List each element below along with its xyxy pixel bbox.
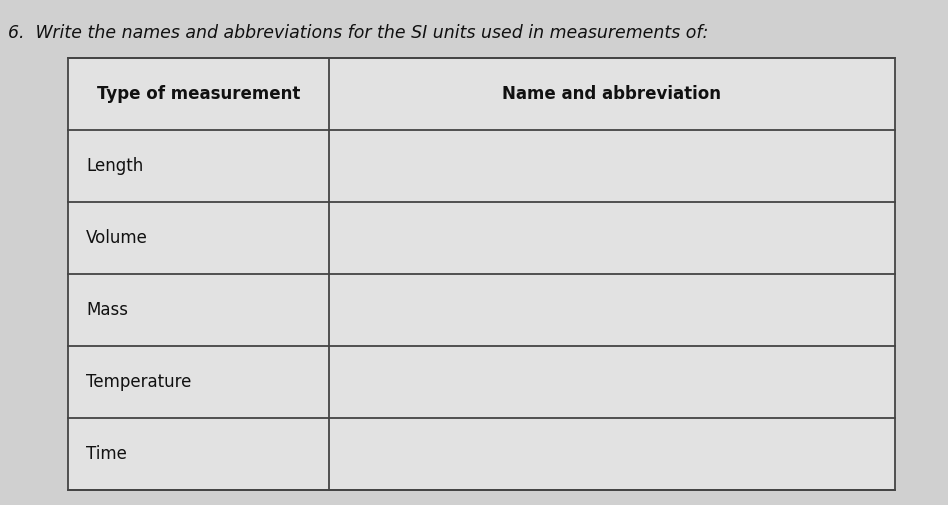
Text: Temperature: Temperature <box>86 373 191 391</box>
Text: Length: Length <box>86 157 143 175</box>
Text: Mass: Mass <box>86 301 128 319</box>
Text: Volume: Volume <box>86 229 148 247</box>
Text: Time: Time <box>86 445 127 463</box>
Text: Name and abbreviation: Name and abbreviation <box>502 85 721 103</box>
Text: Type of measurement: Type of measurement <box>97 85 300 103</box>
Bar <box>68 58 895 490</box>
Text: 6.  Write the names and abbreviations for the SI units used in measurements of:: 6. Write the names and abbreviations for… <box>8 24 708 42</box>
